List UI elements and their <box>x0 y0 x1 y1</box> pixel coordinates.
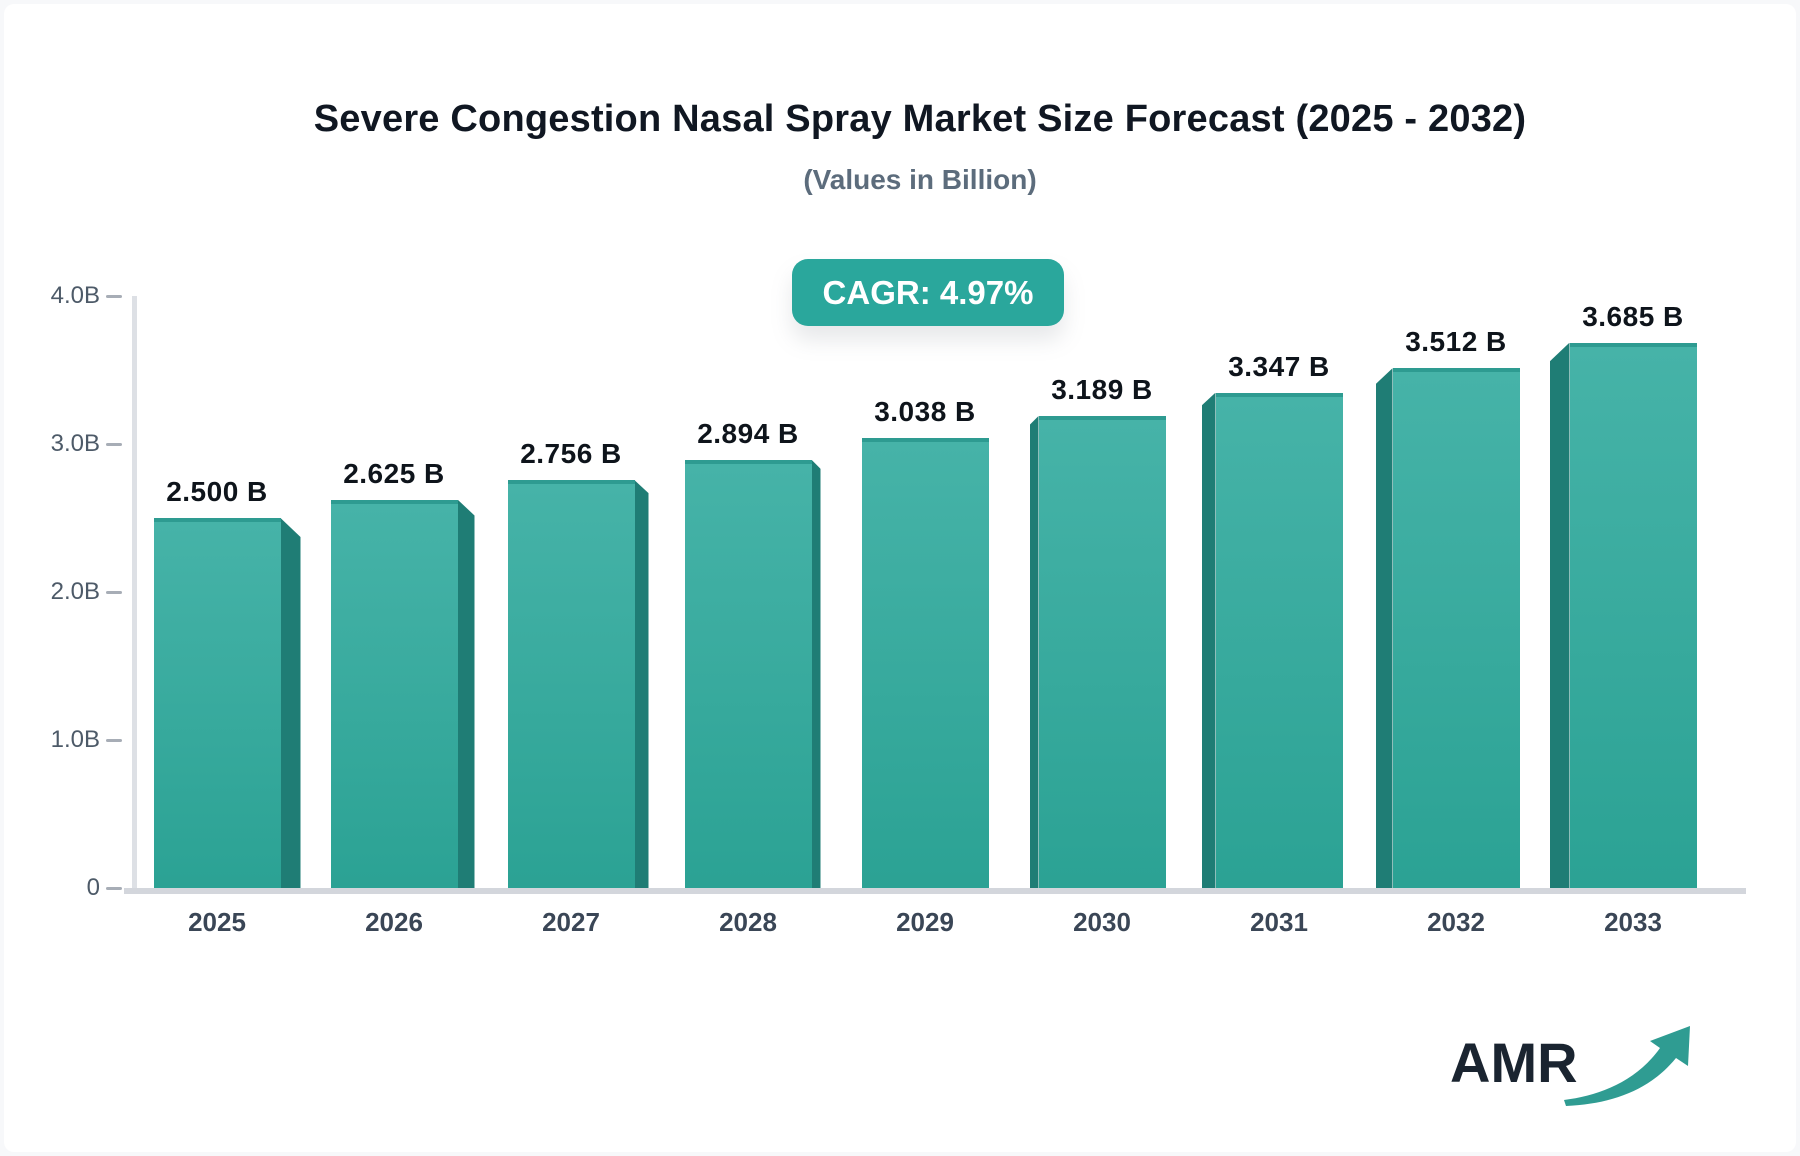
bar-value-label: 2.500 B <box>166 476 268 507</box>
bar-value-label: 2.756 B <box>520 438 622 470</box>
y-axis-tick-mark <box>106 591 122 594</box>
bar-3d-side-2027 <box>634 480 649 888</box>
x-axis-label-2033: 2033 <box>1604 907 1662 937</box>
chart-subtitle: (Values in Billion) <box>803 164 1037 195</box>
x-axis-label-2026: 2026 <box>365 907 423 937</box>
bar-value-label: 3.347 B <box>1228 350 1330 382</box>
y-axis-tick-label: 4.0B <box>50 282 100 309</box>
bar-2027 <box>507 480 635 888</box>
y-axis-tick-label: 2.0B <box>50 578 100 605</box>
bar-value-label: 3.512 B <box>1405 326 1507 358</box>
y-axis-tick-mark <box>106 739 122 742</box>
cagr-badge: CAGR: 4.97% <box>792 259 1064 326</box>
bar-2029 <box>861 438 989 888</box>
amr-logo-text: AMR <box>1450 1031 1578 1094</box>
bar-3d-side-2033 <box>1549 342 1570 888</box>
bar-3d-side-2026 <box>457 499 475 888</box>
x-axis-label-2029: 2029 <box>896 907 954 937</box>
x-axis-baseline <box>124 888 1746 894</box>
bar-3d-side-2030 <box>1029 416 1039 888</box>
y-axis-line <box>132 296 137 894</box>
chart-card: Severe Congestion Nasal Spray Market Siz… <box>4 4 1796 1152</box>
x-axis-label-2030: 2030 <box>1073 907 1131 937</box>
bar-2032 <box>1392 368 1520 888</box>
bar-3d-side-2028 <box>811 459 821 888</box>
y-axis-tick-label: 3.0B <box>50 430 100 457</box>
bar-value-label: 2.894 B <box>697 417 799 449</box>
amr-logo: AMR <box>1450 1014 1700 1110</box>
y-axis-tick-label: 1.0B <box>50 726 100 753</box>
x-axis-label-2032: 2032 <box>1427 907 1485 937</box>
bar-2030 <box>1038 416 1166 888</box>
bar-2033 <box>1569 342 1697 888</box>
bar-3d-side-2031 <box>1201 392 1216 888</box>
x-axis-label-2031: 2031 <box>1250 907 1308 937</box>
bar-value-label: 3.038 B <box>874 396 976 428</box>
bar-value-label: 3.685 B <box>1582 300 1684 332</box>
bar-3d-side-2025 <box>280 518 301 888</box>
bar-2025 <box>153 518 281 888</box>
bar-2031 <box>1215 392 1343 888</box>
y-axis-tick-mark <box>106 443 122 446</box>
bar-value-label: 2.625 B <box>343 457 445 489</box>
y-axis-tick-mark <box>106 295 122 298</box>
bar-3d-side-2032 <box>1375 368 1393 888</box>
y-axis-tick-mark <box>106 887 122 890</box>
x-axis-label-2028: 2028 <box>719 907 777 937</box>
y-axis-tick-label: 0 <box>86 874 100 901</box>
growth-arrow-icon <box>1564 1026 1690 1106</box>
x-axis-label-2025: 2025 <box>188 907 246 937</box>
bar-2026 <box>330 499 458 888</box>
chart-title: Severe Congestion Nasal Spray Market Siz… <box>313 98 1527 140</box>
bar-2028 <box>684 459 812 888</box>
x-axis-label-2027: 2027 <box>542 907 600 937</box>
bar-value-label: 3.189 B <box>1051 374 1153 406</box>
